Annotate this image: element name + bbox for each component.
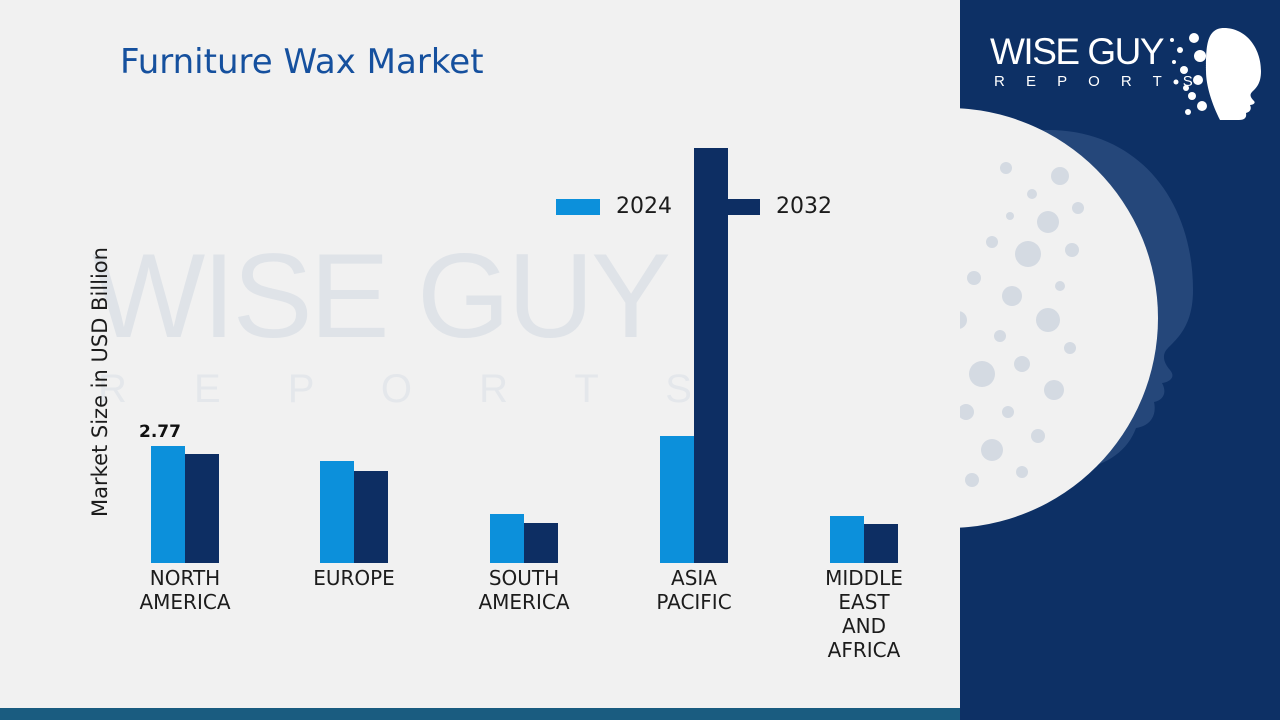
bottom-accent-strip [0,708,960,720]
category-label: ASIA PACIFIC [656,566,732,614]
logo-head-icon [1170,28,1261,120]
chart-legend: 2024 2032 [556,194,832,219]
bar-group [320,461,388,563]
bar-2024-0[interactable] [151,446,185,563]
brand-side-panel [960,0,1280,720]
logo-text-primary: WISE GUY [990,31,1165,72]
legend-label-2024: 2024 [616,194,672,219]
watermark-line-1: WISE GUY [92,229,671,363]
bar-2032-1[interactable] [354,471,388,563]
watermark-line-2: R E P O R T S [98,367,720,411]
bar-group [490,514,558,563]
bar-2032-4[interactable] [864,524,898,563]
bar-chart-plot-area [100,120,960,563]
y-axis-label: Market Size in USD Billion [88,247,112,517]
brand-logo[interactable]: WISE GUY R E P O R T S [990,28,1261,120]
legend-label-2032: 2032 [776,194,832,219]
category-label: NORTH AMERICA [139,566,231,614]
legend-item-2024[interactable]: 2024 [556,194,672,219]
bar-group [151,446,219,563]
category-label: EUROPE [313,566,395,590]
logo-text-secondary: R E P O R T S [994,73,1202,90]
legend-swatch-2032 [716,198,760,215]
bar-group [830,516,898,563]
category-label: SOUTH AMERICA [478,566,570,614]
page-title: Furniture Wax Market [120,42,484,82]
bar-2032-3[interactable] [694,148,728,563]
bar-2024-3[interactable] [660,436,694,563]
bar-2024-2[interactable] [490,514,524,563]
bar-2024-1[interactable] [320,461,354,563]
bar-2032-2[interactable] [524,523,558,563]
bar-2024-4[interactable] [830,516,864,563]
legend-swatch-2024 [556,198,600,215]
bar-2032-0[interactable] [185,454,219,563]
category-label: MIDDLE EAST AND AFRICA [825,566,903,662]
watermark: WISE GUY R E P O R T S [92,232,892,418]
bar-group [660,148,728,563]
dot-network-decoration [960,162,1084,487]
bar-data-label: 2.77 [139,422,181,442]
legend-item-2032[interactable]: 2032 [716,194,832,219]
